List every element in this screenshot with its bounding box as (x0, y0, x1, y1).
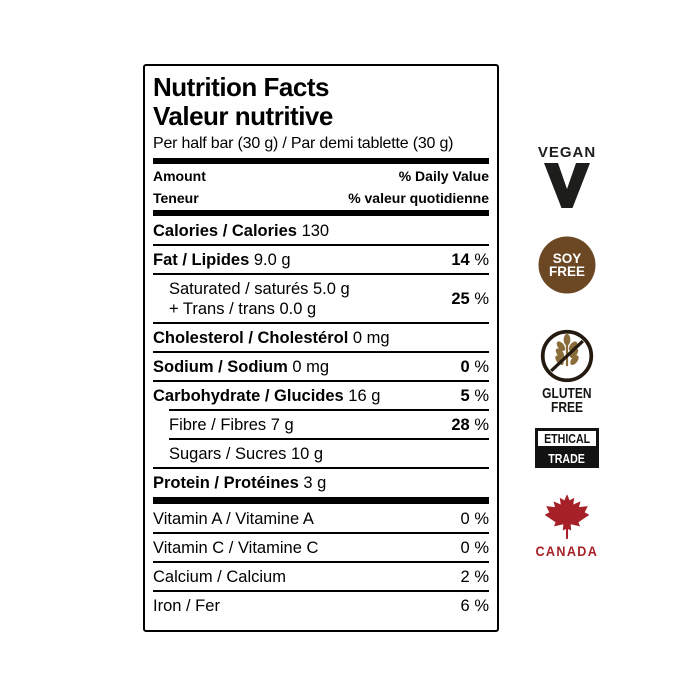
thin-rule (153, 322, 489, 324)
thin-rule (153, 351, 489, 353)
canada-badge: CANADA (525, 492, 609, 558)
nutrient-row: Saturated / saturés 5.0 g + Trans / trans… (169, 280, 489, 318)
thin-rule (153, 380, 489, 382)
nutrient-name: Iron / Fer (153, 597, 220, 615)
vegan-label: VEGAN (537, 144, 597, 161)
title-french: Valeur nutritive (153, 101, 333, 131)
vegan-badge: VEGAN (525, 145, 609, 208)
canada-label: CANADA (535, 543, 599, 559)
certification-badges: VEGAN SOY FREE (525, 0, 609, 700)
nutrient-name: Carbohydrate / Glucides (153, 387, 344, 405)
maple-leaf-icon (544, 494, 590, 539)
amount-label-fr: Teneur (153, 190, 199, 206)
thick-rule (153, 158, 489, 164)
nutrient-row: Calories / Calories 130 (153, 222, 330, 240)
nutrient-name: Vitamin A / Vitamine A (153, 510, 314, 528)
soy-free-badge: SOY FREE (525, 236, 609, 294)
nutrient-name: Vitamin C / Vitamine C (153, 539, 319, 557)
nutrient-row: Cholesterol / Cholestérol 0 mg (153, 329, 390, 347)
thin-rule (153, 273, 489, 275)
daily-value-label-fr: % valeur quotidienne (348, 190, 489, 206)
thin-rule (153, 561, 489, 563)
ethical-trade-badge: ETHICAL TRADE (525, 428, 609, 468)
daily-value-percent: 14 % (451, 251, 489, 269)
ethical-trade-label-line2: TRADE (535, 449, 599, 468)
thin-rule (153, 467, 489, 469)
nutrient-row: Fibre / Fibres 7 g 28 % (169, 416, 489, 434)
nutrient-name-line2: + Trans / trans 0.0 g (169, 300, 317, 318)
thin-rule (153, 244, 489, 246)
thin-rule (169, 438, 489, 440)
nutrient-name: Sodium / Sodium (153, 358, 288, 376)
nutrient-name: Fibre / Fibres (169, 416, 267, 434)
nutrient-row: Vitamin A / Vitamine A 0 % (153, 505, 489, 532)
daily-value-percent: 5 % (460, 387, 489, 405)
ethical-trade-label-line1: ETHICAL (535, 428, 599, 449)
nutrient-row: Sodium / Sodium 0 mg 0 % (153, 358, 489, 376)
thick-rule (153, 497, 489, 504)
amount-label-en: Amount (153, 168, 206, 184)
nutrient-row: Protein / Protéines 3 g (153, 474, 327, 492)
nutrition-facts-panel: Nutrition Facts Valeur nutritive Per hal… (143, 64, 499, 632)
gluten-free-label-line1: GLUTEN (542, 385, 592, 402)
nutrient-name: Sugars / Sucres (169, 445, 287, 463)
nutrient-rows: Calories / Calories 130 Fat / Lipides 9.0… (153, 217, 489, 619)
vegan-v-icon (544, 163, 590, 208)
daily-value-label-en: % Daily Value (398, 168, 489, 184)
nutrient-name: Saturated / saturés (169, 280, 309, 298)
gluten-free-wheat-icon (540, 329, 594, 383)
column-header-english: Amount % Daily Value (153, 165, 489, 187)
gluten-free-label-line2: FREE (550, 399, 583, 416)
daily-value-percent: 0 % (460, 539, 489, 557)
soy-free-label: SOY FREE (548, 251, 585, 279)
thin-rule (153, 532, 489, 534)
daily-value-percent: 2 % (460, 568, 489, 586)
nutrient-name: Calories / Calories (153, 222, 297, 240)
daily-value-percent: 0 % (460, 510, 489, 528)
gluten-free-badge: GLUTEN FREE (525, 328, 609, 416)
nutrient-row: Fat / Lipides 9.0 g 14 % (153, 251, 489, 269)
daily-value-percent: 25 % (451, 290, 489, 308)
nutrient-name: Fat / Lipides (153, 251, 250, 269)
thin-rule (153, 590, 489, 592)
soy-free-circle-icon (538, 236, 596, 294)
nutrient-name: Protein / Protéines (153, 474, 299, 492)
title-english: Nutrition Facts (153, 72, 329, 102)
nutrient-row: Calcium / Calcium 2 % (153, 563, 489, 590)
column-header-french: Teneur % valeur quotidienne (153, 187, 489, 209)
thick-rule (153, 210, 489, 216)
serving-size: Per half bar (30 g) / Par demi tablette … (153, 135, 454, 152)
thin-rule (169, 409, 489, 411)
nutrient-row: Vitamin C / Vitamine C 0 % (153, 534, 489, 561)
nutrient-name: Calcium / Calcium (153, 568, 286, 586)
daily-value-percent: 28 % (451, 416, 489, 434)
nutrient-row: Sugars / Sucres 10 g (169, 445, 324, 463)
daily-value-percent: 0 % (460, 358, 489, 376)
daily-value-percent: 6 % (460, 597, 489, 615)
nutrient-name: Cholesterol / Cholestérol (153, 329, 349, 347)
nutrient-row: Iron / Fer 6 % (153, 592, 489, 619)
